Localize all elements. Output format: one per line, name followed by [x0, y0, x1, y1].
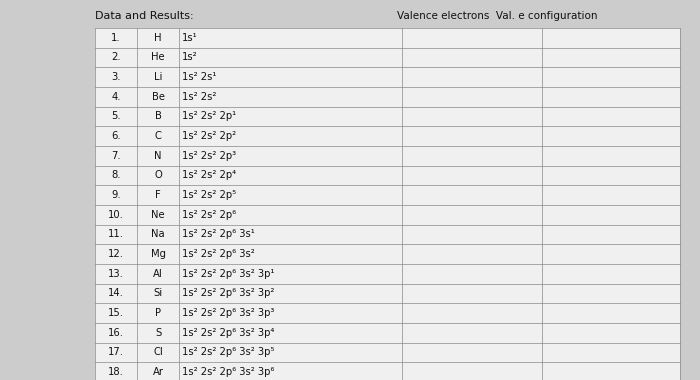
Text: 13.: 13. — [108, 269, 124, 279]
Text: 1s² 2s² 2p⁶ 3s² 3p⁶: 1s² 2s² 2p⁶ 3s² 3p⁶ — [182, 367, 274, 377]
Text: Mg: Mg — [150, 249, 166, 259]
Text: S: S — [155, 328, 161, 338]
Text: Al: Al — [153, 269, 163, 279]
Text: 1s² 2s² 2p⁶ 3s² 3p³: 1s² 2s² 2p⁶ 3s² 3p³ — [182, 308, 274, 318]
Text: 1s² 2s² 2p⁶ 3s²: 1s² 2s² 2p⁶ 3s² — [182, 249, 255, 259]
Text: 11.: 11. — [108, 230, 124, 239]
Text: 1s² 2s² 2p⁶ 3s² 3p¹: 1s² 2s² 2p⁶ 3s² 3p¹ — [182, 269, 274, 279]
Text: 12.: 12. — [108, 249, 124, 259]
Text: Li: Li — [154, 72, 162, 82]
Bar — [95, 28, 680, 380]
Text: 1s² 2s² 2p⁶ 3s¹: 1s² 2s² 2p⁶ 3s¹ — [182, 230, 255, 239]
Text: Si: Si — [153, 288, 162, 298]
Text: 1s² 2s² 2p⁶ 3s² 3p⁴: 1s² 2s² 2p⁶ 3s² 3p⁴ — [182, 328, 274, 338]
Text: 2.: 2. — [111, 52, 121, 62]
Text: 18.: 18. — [108, 367, 124, 377]
Text: Cl: Cl — [153, 347, 163, 358]
Text: 1s² 2s² 2p⁶: 1s² 2s² 2p⁶ — [182, 210, 237, 220]
Text: 9.: 9. — [111, 190, 121, 200]
Text: C: C — [155, 131, 162, 141]
Text: N: N — [155, 151, 162, 161]
Text: H: H — [155, 33, 162, 43]
Text: 1s¹: 1s¹ — [182, 33, 198, 43]
Text: Be: Be — [152, 92, 164, 102]
Text: 5.: 5. — [111, 111, 121, 122]
Text: 1s² 2s² 2p³: 1s² 2s² 2p³ — [182, 151, 237, 161]
Text: 1s² 2s² 2p⁶ 3s² 3p⁵: 1s² 2s² 2p⁶ 3s² 3p⁵ — [182, 347, 274, 358]
Text: O: O — [154, 171, 162, 180]
Text: Ar: Ar — [153, 367, 164, 377]
Text: 1s² 2s² 2p⁴: 1s² 2s² 2p⁴ — [182, 171, 237, 180]
Text: 7.: 7. — [111, 151, 121, 161]
Text: 6.: 6. — [111, 131, 121, 141]
Text: Ne: Ne — [151, 210, 165, 220]
Text: 3.: 3. — [111, 72, 121, 82]
Text: 1s² 2s²: 1s² 2s² — [182, 92, 216, 102]
Text: 15.: 15. — [108, 308, 124, 318]
Text: 17.: 17. — [108, 347, 124, 358]
Text: 14.: 14. — [108, 288, 124, 298]
Text: Valence electrons  Val. e configuration: Valence electrons Val. e configuration — [396, 11, 597, 21]
Text: 1s² 2s² 2p⁶ 3s² 3p²: 1s² 2s² 2p⁶ 3s² 3p² — [182, 288, 274, 298]
Text: 1.: 1. — [111, 33, 121, 43]
Text: P: P — [155, 308, 161, 318]
Text: He: He — [151, 52, 165, 62]
Text: 16.: 16. — [108, 328, 124, 338]
Text: 10.: 10. — [108, 210, 124, 220]
Text: 4.: 4. — [111, 92, 121, 102]
Text: 1s² 2s² 2p²: 1s² 2s² 2p² — [182, 131, 237, 141]
Text: F: F — [155, 190, 161, 200]
Text: B: B — [155, 111, 162, 122]
Text: 1s² 2s¹: 1s² 2s¹ — [182, 72, 216, 82]
Text: 1s² 2s² 2p⁵: 1s² 2s² 2p⁵ — [182, 190, 237, 200]
Text: 8.: 8. — [111, 171, 121, 180]
Text: 1s²: 1s² — [182, 52, 198, 62]
Text: Data and Results:: Data and Results: — [95, 11, 194, 21]
Text: 1s² 2s² 2p¹: 1s² 2s² 2p¹ — [182, 111, 237, 122]
Text: Na: Na — [151, 230, 165, 239]
